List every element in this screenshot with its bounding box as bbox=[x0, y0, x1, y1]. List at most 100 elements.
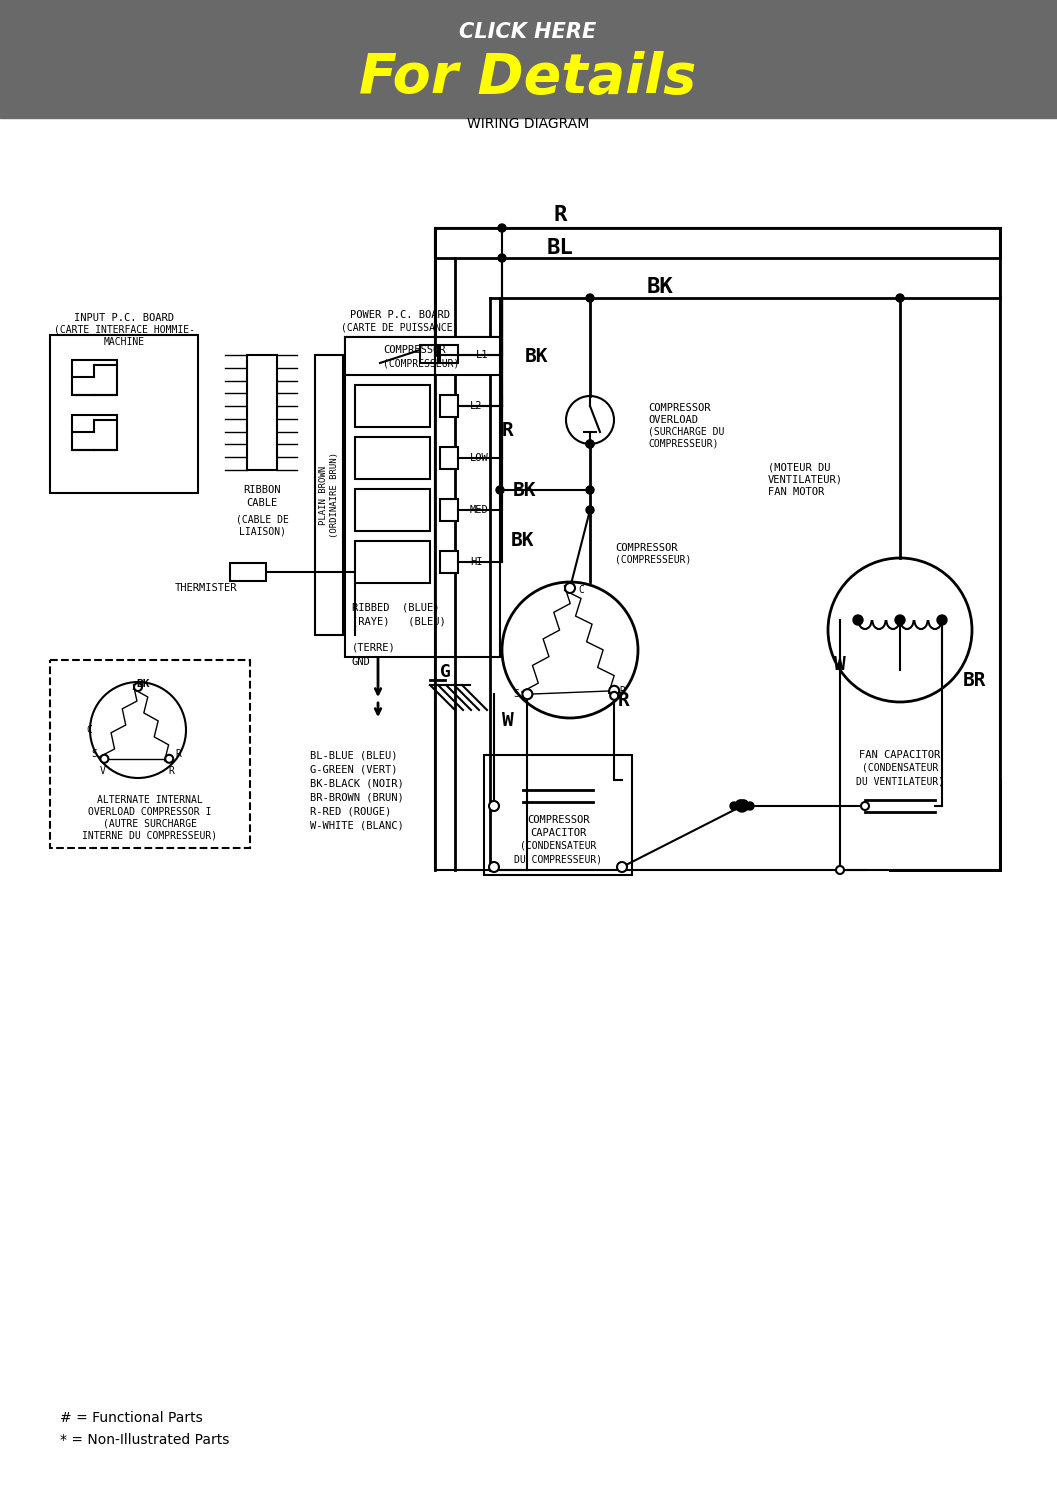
Bar bbox=[440, 396, 458, 417]
Circle shape bbox=[853, 615, 863, 626]
Bar bbox=[440, 550, 458, 573]
Bar bbox=[440, 499, 458, 520]
Text: # = Functional Parts: # = Functional Parts bbox=[60, 1411, 203, 1424]
Bar bbox=[355, 385, 430, 427]
Bar bbox=[50, 660, 251, 848]
Text: (SURCHARGE DU: (SURCHARGE DU bbox=[648, 427, 724, 438]
Text: S: S bbox=[91, 749, 97, 760]
Bar bbox=[355, 438, 430, 478]
Circle shape bbox=[937, 615, 947, 626]
Text: MACHINE: MACHINE bbox=[104, 337, 145, 347]
Text: BL: BL bbox=[546, 238, 573, 259]
Bar bbox=[484, 755, 632, 875]
Text: R: R bbox=[618, 690, 630, 710]
Bar bbox=[440, 344, 458, 362]
Text: (COMPRESSEUR): (COMPRESSEUR) bbox=[383, 359, 460, 368]
Text: (CABLE DE: (CABLE DE bbox=[236, 514, 289, 523]
Text: G: G bbox=[440, 663, 450, 681]
Text: BK: BK bbox=[524, 347, 548, 367]
Text: L2: L2 bbox=[470, 402, 482, 411]
Circle shape bbox=[736, 800, 748, 812]
Text: BK: BK bbox=[513, 480, 536, 499]
Text: FAN MOTOR: FAN MOTOR bbox=[768, 487, 824, 496]
Text: BK-BLACK (NOIR): BK-BLACK (NOIR) bbox=[310, 778, 404, 788]
Text: (AUTRE SURCHARGE: (AUTRE SURCHARGE bbox=[103, 820, 197, 829]
Bar bbox=[72, 359, 117, 396]
Text: INTERNE DU COMPRESSEUR): INTERNE DU COMPRESSEUR) bbox=[82, 832, 218, 841]
Text: BR-BROWN (BRUN): BR-BROWN (BRUN) bbox=[310, 793, 404, 802]
Text: LIAISON): LIAISON) bbox=[239, 526, 285, 535]
Circle shape bbox=[489, 802, 499, 811]
Text: * = Non-Illustrated Parts: * = Non-Illustrated Parts bbox=[60, 1433, 229, 1447]
Text: RIBBON: RIBBON bbox=[243, 484, 281, 495]
Circle shape bbox=[730, 802, 738, 811]
Text: COMPRESSOR: COMPRESSOR bbox=[615, 543, 678, 553]
Circle shape bbox=[496, 486, 504, 493]
Text: BL-BLUE (BLEU): BL-BLUE (BLEU) bbox=[310, 750, 397, 760]
Circle shape bbox=[938, 617, 946, 624]
Circle shape bbox=[498, 224, 506, 232]
Text: (TERRE): (TERRE) bbox=[352, 644, 395, 653]
Circle shape bbox=[828, 558, 972, 702]
Text: L1: L1 bbox=[476, 350, 488, 359]
Text: R: R bbox=[502, 421, 514, 439]
Text: COMPRESSOR: COMPRESSOR bbox=[526, 815, 589, 826]
Text: CABLE: CABLE bbox=[246, 498, 278, 508]
Text: C: C bbox=[578, 585, 583, 596]
Bar bbox=[345, 337, 500, 657]
Circle shape bbox=[586, 441, 594, 448]
Circle shape bbox=[609, 686, 619, 696]
Text: For Details: For Details bbox=[359, 51, 697, 105]
Circle shape bbox=[489, 862, 499, 872]
Text: BK: BK bbox=[511, 531, 534, 549]
Circle shape bbox=[734, 802, 742, 811]
Bar bbox=[355, 541, 430, 584]
Text: WIRING DIAGRAM: WIRING DIAGRAM bbox=[467, 117, 589, 131]
Text: V: V bbox=[99, 766, 106, 776]
Text: INPUT P.C. BOARD: INPUT P.C. BOARD bbox=[74, 313, 174, 323]
Text: (CARTE DE PUISSANCE): (CARTE DE PUISSANCE) bbox=[341, 322, 459, 332]
Text: PLAIN BROWN
(ORDINAIRE BRUN): PLAIN BROWN (ORDINAIRE BRUN) bbox=[319, 453, 338, 538]
Circle shape bbox=[836, 866, 843, 874]
Text: COMPRESSEUR): COMPRESSEUR) bbox=[648, 439, 719, 450]
Text: OVERLOAD COMPRESSOR I: OVERLOAD COMPRESSOR I bbox=[89, 808, 211, 817]
Text: DU COMPRESSEUR): DU COMPRESSEUR) bbox=[514, 854, 602, 863]
Text: CLICK HERE: CLICK HERE bbox=[460, 23, 596, 42]
Text: MED: MED bbox=[470, 505, 488, 514]
Text: G-GREEN (VERT): G-GREEN (VERT) bbox=[310, 764, 397, 775]
Circle shape bbox=[742, 802, 750, 811]
Circle shape bbox=[896, 293, 904, 302]
Circle shape bbox=[610, 692, 618, 699]
Circle shape bbox=[134, 683, 142, 690]
Text: (CARTE INTERFACE HOMMIE-: (CARTE INTERFACE HOMMIE- bbox=[54, 325, 194, 335]
Text: R: R bbox=[553, 205, 567, 226]
Circle shape bbox=[522, 689, 533, 699]
Text: VENTILATEUR): VENTILATEUR) bbox=[768, 475, 843, 484]
Text: (COMPRESSEUR): (COMPRESSEUR) bbox=[615, 555, 691, 566]
Bar bbox=[355, 489, 430, 531]
Text: W: W bbox=[502, 710, 514, 729]
Circle shape bbox=[586, 486, 594, 493]
Text: BK: BK bbox=[647, 277, 673, 296]
Circle shape bbox=[861, 802, 869, 811]
Text: GND: GND bbox=[352, 657, 371, 666]
Text: R: R bbox=[619, 686, 625, 696]
Bar bbox=[345, 337, 500, 374]
Circle shape bbox=[736, 800, 744, 808]
Circle shape bbox=[90, 681, 186, 778]
Text: BR: BR bbox=[963, 671, 987, 689]
Circle shape bbox=[586, 441, 594, 448]
Text: (CONDENSATEUR: (CONDENSATEUR bbox=[861, 763, 939, 773]
Bar bbox=[247, 355, 277, 469]
Bar bbox=[420, 344, 438, 362]
Text: (CONDENSATEUR: (CONDENSATEUR bbox=[520, 841, 596, 851]
Bar bbox=[50, 335, 198, 493]
Text: RIBBED  (BLUE): RIBBED (BLUE) bbox=[352, 603, 440, 614]
Circle shape bbox=[100, 755, 109, 763]
Bar bbox=[72, 415, 117, 450]
Circle shape bbox=[586, 505, 594, 514]
Text: THERMISTER: THERMISTER bbox=[175, 584, 238, 593]
Text: LOW: LOW bbox=[470, 453, 488, 463]
Text: ALTERNATE INTERNAL: ALTERNATE INTERNAL bbox=[97, 796, 203, 805]
Circle shape bbox=[895, 615, 905, 626]
